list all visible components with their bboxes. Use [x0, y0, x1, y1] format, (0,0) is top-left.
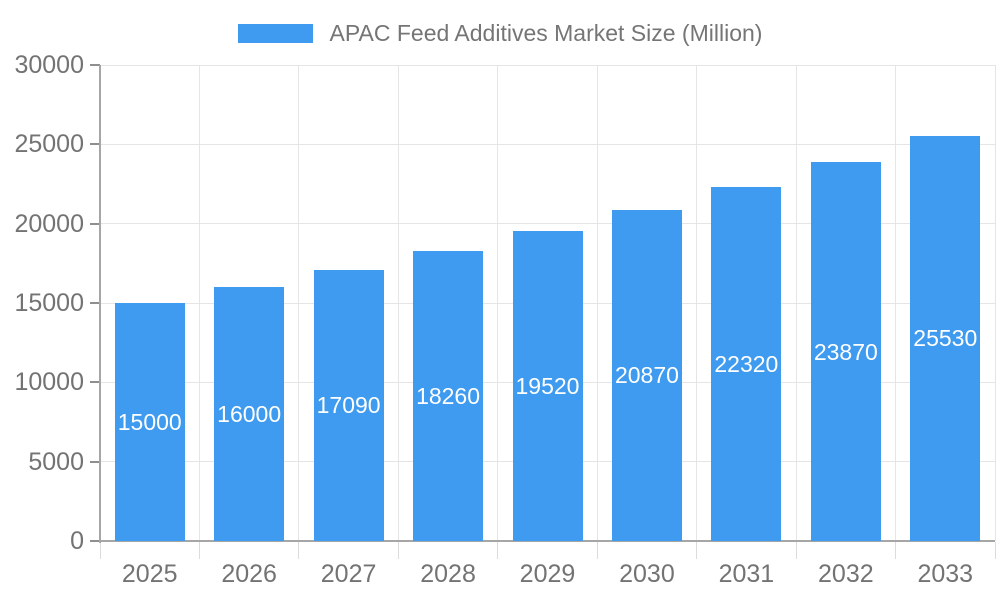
x-tick: [497, 542, 499, 559]
x-axis-label: 2025: [121, 560, 178, 588]
y-axis-label: 5000: [28, 447, 84, 476]
bar[interactable]: [611, 209, 682, 541]
x-axis-label: 2031: [718, 560, 775, 588]
gridline-h: [100, 64, 995, 66]
x-axis-label: 2030: [619, 560, 675, 588]
bar[interactable]: [413, 251, 484, 541]
y-axis-label: 10000: [14, 368, 84, 397]
x-tick: [596, 542, 598, 559]
y-axis-label: 20000: [14, 209, 84, 238]
bar[interactable]: [313, 269, 384, 541]
x-tick: [397, 542, 399, 559]
gridline-v: [397, 65, 399, 541]
bar[interactable]: [711, 186, 782, 541]
y-tick: [90, 143, 100, 146]
y-tick: [90, 381, 100, 384]
y-axis-label: 15000: [14, 289, 84, 317]
bar[interactable]: [114, 303, 185, 541]
x-tick: [696, 542, 698, 559]
x-tick: [795, 542, 797, 559]
gridline-v: [696, 65, 698, 541]
x-axis-line: [100, 540, 995, 542]
x-axis-label: 2028: [420, 560, 476, 588]
x-tick: [198, 542, 200, 559]
y-tick: [90, 540, 100, 542]
bar[interactable]: [910, 135, 981, 541]
gridline-v: [895, 65, 897, 541]
bar[interactable]: [810, 162, 881, 541]
x-axis-label: 2032: [818, 560, 874, 588]
y-axis-label: 0: [70, 527, 84, 555]
gridline-v: [596, 65, 598, 541]
legend-item[interactable]: APAC Feed Additives Market Size (Million…: [237, 20, 763, 47]
gridline-v: [298, 65, 300, 541]
gridline-v: [795, 65, 797, 541]
gridline-v: [994, 65, 996, 541]
y-tick: [90, 64, 100, 66]
x-tick: [99, 542, 101, 559]
gridline-v: [497, 65, 499, 541]
x-axis-label: 2027: [320, 560, 377, 588]
x-tick: [895, 542, 897, 559]
gridline-v: [198, 65, 200, 541]
legend-label: APAC Feed Additives Market Size (Million…: [329, 20, 763, 46]
x-axis-label: 2029: [519, 560, 576, 588]
x-axis-label: 2026: [221, 560, 277, 588]
y-tick: [90, 302, 100, 304]
x-tick: [298, 542, 300, 559]
bar[interactable]: [214, 287, 285, 541]
y-axis-label: 25000: [14, 130, 84, 159]
legend-swatch: [237, 24, 313, 43]
y-axis-line: [99, 65, 101, 543]
y-tick: [90, 460, 100, 463]
x-axis-label: 2033: [917, 560, 974, 588]
gridline-h: [100, 143, 995, 145]
bar[interactable]: [512, 231, 583, 541]
x-tick: [994, 542, 996, 559]
y-tick: [90, 222, 100, 225]
gridline-h: [100, 223, 995, 225]
chart-legend: APAC Feed Additives Market Size (Million…: [0, 20, 1000, 47]
y-axis-label: 30000: [14, 51, 84, 79]
